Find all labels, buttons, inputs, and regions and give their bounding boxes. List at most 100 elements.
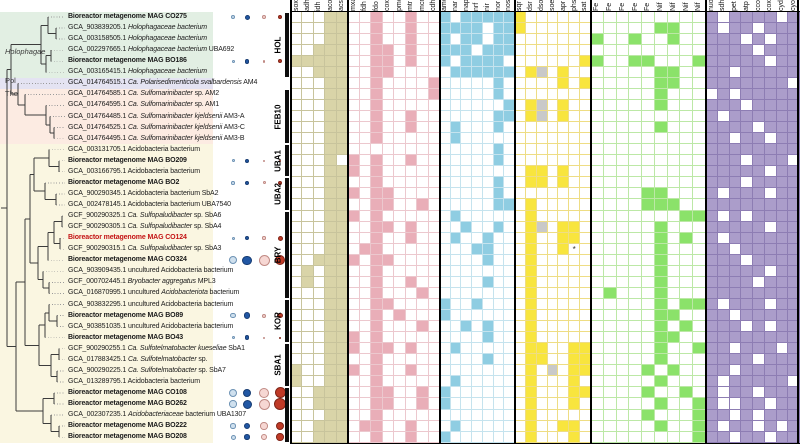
heatmap-cell xyxy=(753,332,765,344)
heatmap-cell xyxy=(359,310,371,322)
taxon-label: Bioreactor metagenome MAG BO262 xyxy=(68,400,187,408)
heatmap-cell xyxy=(776,298,789,311)
heatmap-cell xyxy=(569,409,581,421)
heatmap-cell xyxy=(776,398,789,410)
heatmap-cell xyxy=(547,221,559,233)
heatmap-cell xyxy=(569,431,581,443)
heatmap-cell xyxy=(472,155,483,167)
heatmap-cell xyxy=(371,66,383,78)
heatmap-cell xyxy=(359,265,371,277)
heatmap-cell xyxy=(461,287,473,299)
heatmap-cell xyxy=(302,354,314,366)
heatmap-cell xyxy=(569,343,581,355)
heatmap-cell xyxy=(325,11,337,23)
heatmap-cell xyxy=(359,99,371,111)
column-label: soe xyxy=(548,0,556,11)
heatmap-cell xyxy=(525,122,537,134)
heatmap-cell xyxy=(493,155,505,167)
heatmap-cell xyxy=(693,33,706,45)
heatmap-cell xyxy=(558,310,570,322)
heatmap-cell xyxy=(764,144,777,156)
heatmap-cell xyxy=(547,343,559,355)
heatmap-cell xyxy=(493,199,505,211)
heatmap-cell xyxy=(569,276,581,288)
heatmap-cell xyxy=(741,155,753,167)
heatmap-cell xyxy=(440,431,451,443)
heatmap-cell xyxy=(515,166,526,178)
heatmap-cell xyxy=(382,22,394,34)
heatmap-cell xyxy=(717,221,730,233)
heatmap-cell xyxy=(547,387,559,399)
heatmap-cell xyxy=(291,398,303,410)
heatmap-cell xyxy=(348,376,360,388)
taxon-label: GCF_900290325.1 Ca. Sulfopaludibacter sp… xyxy=(68,212,222,220)
heatmap-cell xyxy=(706,343,718,355)
heatmap-cell xyxy=(558,221,570,233)
heatmap-cell xyxy=(693,166,706,178)
heatmap-cell xyxy=(654,11,668,23)
heatmap-cell xyxy=(417,66,429,78)
abundance-bubble xyxy=(279,159,281,162)
heatmap-cell xyxy=(382,398,394,410)
heatmap-cell xyxy=(482,11,494,23)
heatmap-cell xyxy=(706,188,718,200)
heatmap-cell xyxy=(302,99,314,111)
heatmap-cell xyxy=(717,321,730,333)
heatmap-cell xyxy=(776,188,789,200)
heatmap-cell xyxy=(302,254,314,266)
heatmap-cell xyxy=(405,177,417,189)
heatmap-cell xyxy=(753,122,765,134)
heatmap-cell xyxy=(776,55,789,67)
heatmap-cell xyxy=(729,77,742,89)
heatmap-cell xyxy=(394,88,406,100)
heatmap-cell xyxy=(693,431,706,443)
heatmap-cell xyxy=(729,254,742,266)
heatmap-cell xyxy=(741,354,753,366)
heatmap-cell xyxy=(706,321,718,333)
heatmap-cell xyxy=(291,11,303,23)
heatmap-cell xyxy=(515,276,526,288)
heatmap-cell xyxy=(629,265,643,277)
heatmap-cell xyxy=(450,343,462,355)
heatmap-cell xyxy=(461,155,473,167)
heatmap-cell xyxy=(440,155,451,167)
abundance-bubble xyxy=(263,336,266,339)
heatmap-cell xyxy=(629,354,643,366)
heatmap-cell xyxy=(525,221,537,233)
heatmap-cell xyxy=(371,177,383,189)
heatmap-cell xyxy=(654,66,668,78)
heatmap-cell xyxy=(450,221,462,233)
heatmap-cell xyxy=(536,155,548,167)
heatmap-cell xyxy=(348,254,360,266)
heatmap-cell xyxy=(717,265,730,277)
heatmap-cell xyxy=(450,210,462,222)
heatmap-cell xyxy=(654,321,668,333)
heatmap-cell xyxy=(764,287,777,299)
abundance-bubble xyxy=(242,388,252,398)
heatmap-cell xyxy=(525,343,537,355)
heatmap-cell xyxy=(515,177,526,189)
heatmap-cell xyxy=(764,387,777,399)
heatmap-cell xyxy=(680,321,694,333)
heatmap-cell xyxy=(776,44,789,56)
heatmap-cell xyxy=(776,332,789,344)
heatmap-cell xyxy=(482,298,494,311)
heatmap-cell xyxy=(493,133,505,145)
heatmap-cell xyxy=(717,55,730,67)
heatmap-cell xyxy=(667,210,681,222)
column-label: nuo xyxy=(707,0,715,11)
heatmap-cell xyxy=(382,144,394,156)
heatmap-cell xyxy=(558,11,570,23)
heatmap-cell xyxy=(461,276,473,288)
heatmap-cell xyxy=(472,44,483,56)
heatmap-cell xyxy=(693,122,706,134)
heatmap-cell xyxy=(382,33,394,45)
heatmap-cell xyxy=(706,287,718,299)
abundance-bubble xyxy=(279,336,281,339)
heatmap-cell xyxy=(417,232,429,244)
heatmap-cell xyxy=(291,409,303,421)
abundance-bubble xyxy=(244,59,250,64)
heatmap-cell xyxy=(394,365,406,377)
heatmap-cell xyxy=(667,122,681,134)
heatmap-cell xyxy=(359,188,371,200)
